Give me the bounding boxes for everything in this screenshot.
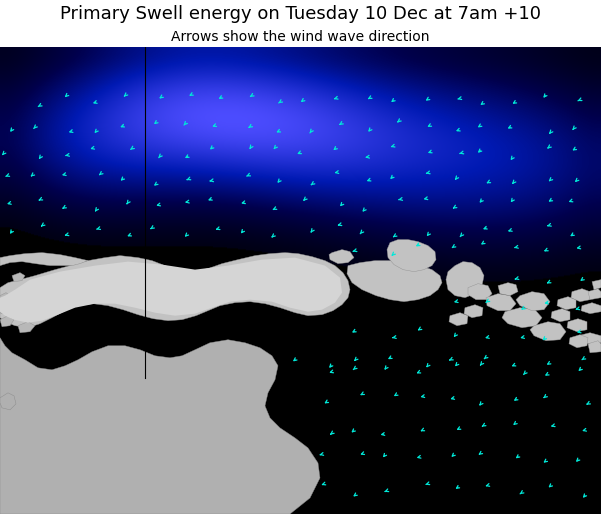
Polygon shape: [18, 322, 35, 333]
Polygon shape: [557, 297, 576, 310]
Polygon shape: [498, 283, 518, 296]
Polygon shape: [577, 333, 601, 344]
Polygon shape: [569, 335, 588, 348]
Text: Primary Swell energy on Tuesday 10 Dec at 7am +10: Primary Swell energy on Tuesday 10 Dec a…: [60, 5, 541, 23]
Polygon shape: [0, 252, 88, 266]
Polygon shape: [0, 258, 342, 323]
Polygon shape: [468, 284, 492, 300]
Polygon shape: [347, 261, 442, 302]
Polygon shape: [387, 240, 436, 271]
Polygon shape: [329, 250, 354, 264]
Polygon shape: [516, 291, 550, 310]
Polygon shape: [588, 341, 601, 353]
Polygon shape: [486, 293, 516, 310]
Polygon shape: [0, 305, 9, 314]
Polygon shape: [449, 313, 468, 326]
Polygon shape: [0, 292, 10, 303]
Polygon shape: [581, 303, 601, 314]
Polygon shape: [12, 272, 25, 282]
Polygon shape: [0, 338, 320, 514]
Polygon shape: [551, 309, 570, 322]
Polygon shape: [464, 305, 483, 318]
Polygon shape: [0, 252, 350, 328]
Polygon shape: [530, 322, 566, 341]
Polygon shape: [35, 303, 52, 313]
Polygon shape: [502, 308, 542, 328]
Polygon shape: [592, 280, 601, 290]
Polygon shape: [446, 262, 484, 298]
Polygon shape: [567, 319, 587, 332]
Polygon shape: [0, 393, 16, 410]
Polygon shape: [22, 286, 36, 296]
Text: Arrows show the wind wave direction: Arrows show the wind wave direction: [171, 30, 430, 44]
Polygon shape: [588, 289, 601, 300]
Polygon shape: [571, 289, 590, 302]
Polygon shape: [0, 316, 14, 327]
